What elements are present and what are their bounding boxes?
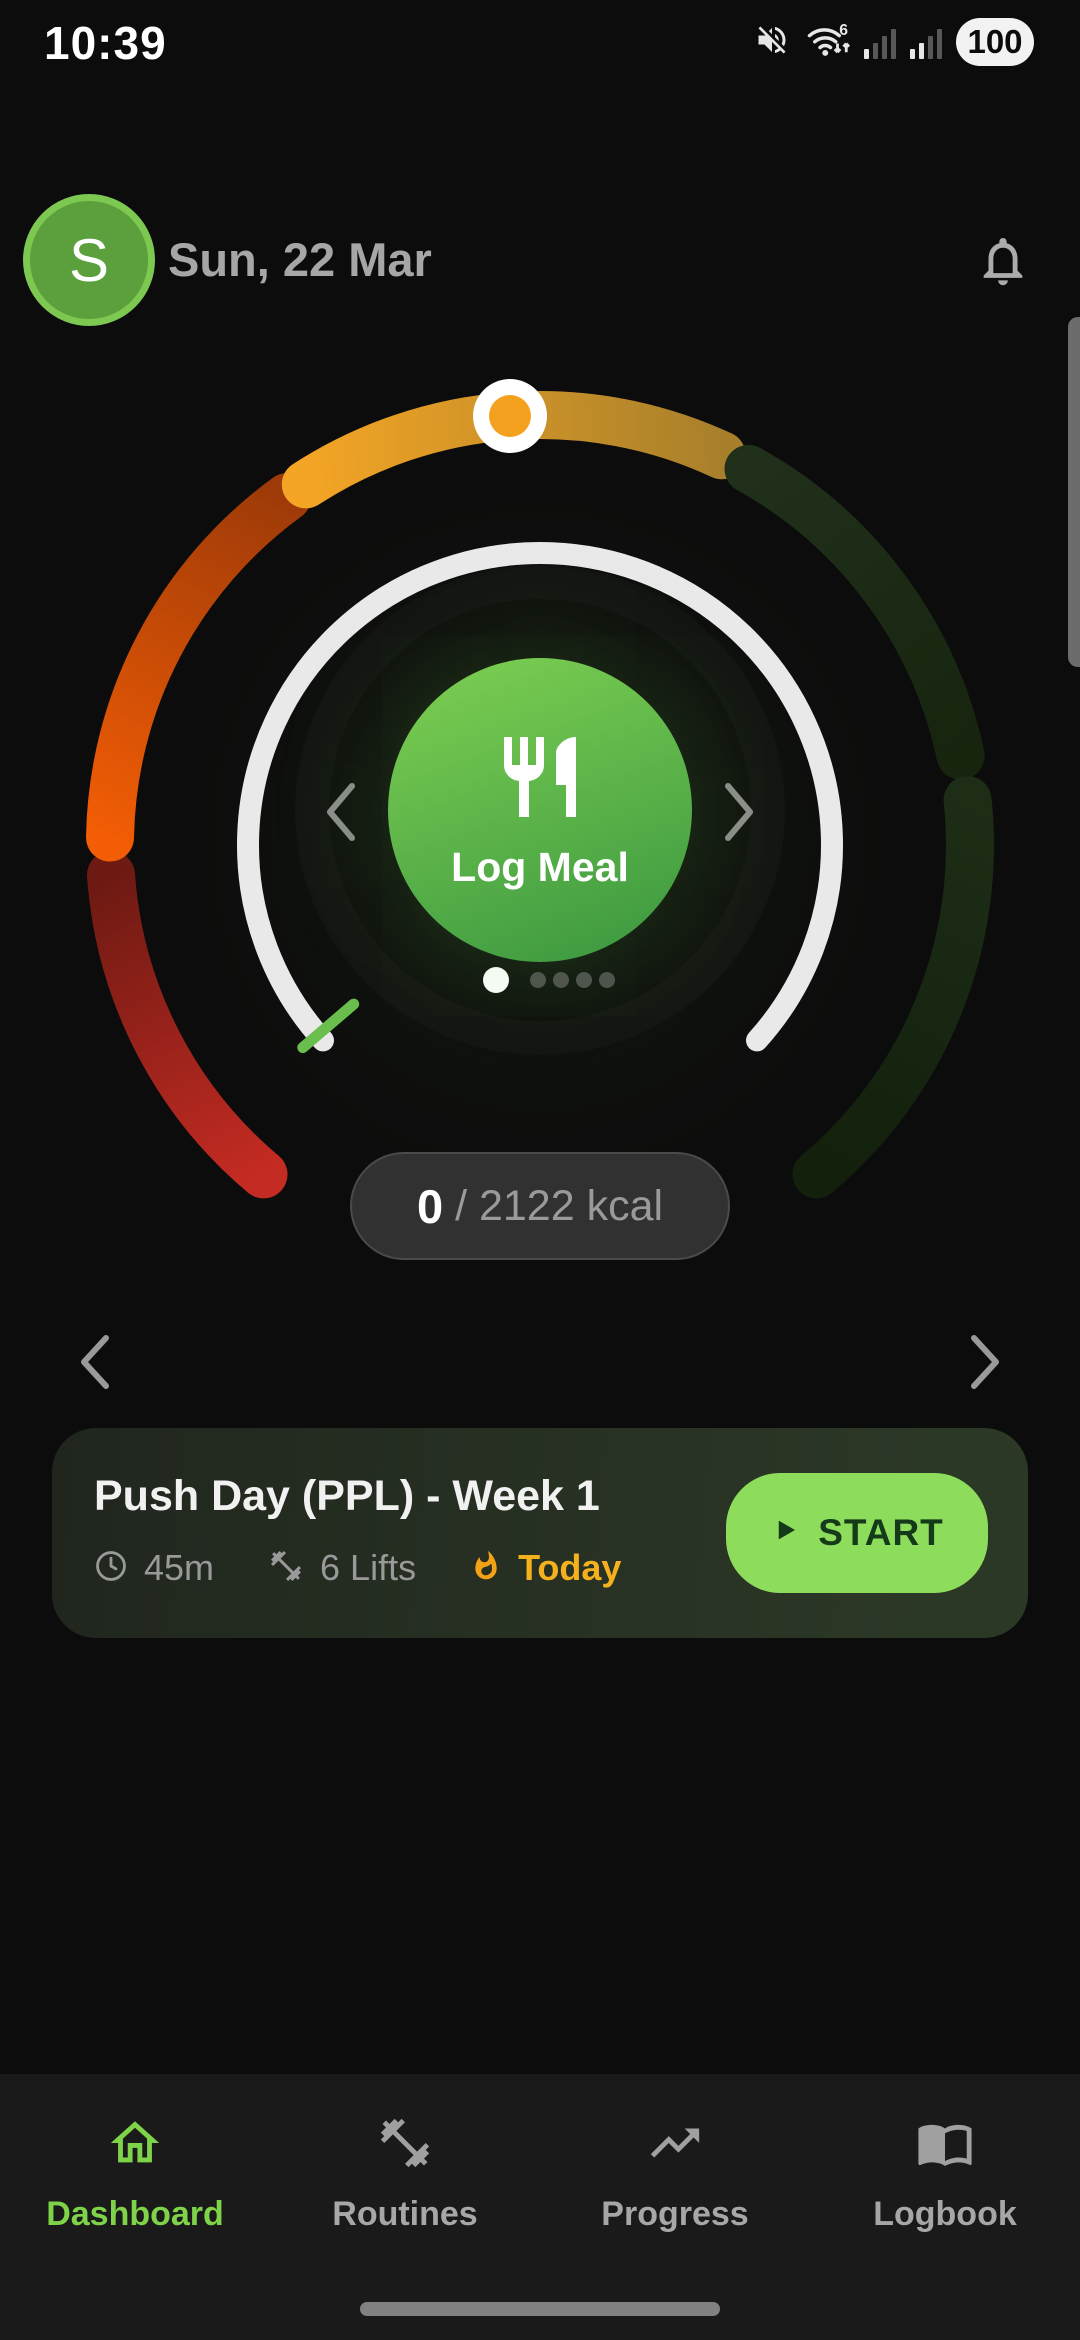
- gauge-marker[interactable]: [473, 379, 547, 453]
- gauge-segment-dark-green-2: [792, 776, 994, 1199]
- workout-meta-row: 45m 6 Lifts Today: [94, 1547, 1028, 1589]
- log-meal-label: Log Meal: [451, 844, 629, 890]
- battery-level: 100: [967, 23, 1023, 60]
- gauge-segment-dark-green-1: [724, 444, 985, 780]
- clock-icon: [94, 1549, 128, 1588]
- dot[interactable]: [599, 972, 615, 988]
- header-date: Sun, 22 Mar: [168, 233, 432, 286]
- start-label: START: [818, 1512, 944, 1553]
- nav-item-logbook[interactable]: Logbook: [810, 2114, 1080, 2234]
- calorie-gauge: [81, 379, 999, 1389]
- workout-due: Today: [518, 1547, 622, 1588]
- flame-icon: [470, 1550, 502, 1587]
- battery-indicator: 100: [956, 18, 1034, 66]
- calories-goal: / 2122 kcal: [455, 1181, 664, 1230]
- dot[interactable]: [553, 972, 569, 988]
- home-icon: [106, 2114, 164, 2177]
- home-indicator[interactable]: [360, 2302, 720, 2316]
- dumbbell-icon: [268, 1548, 304, 1589]
- nav-item-progress[interactable]: Progress: [540, 2114, 810, 2234]
- nav-label: Routines: [332, 2195, 478, 2233]
- trending-up-icon: [646, 2114, 704, 2177]
- workout-duration: 45m: [144, 1547, 215, 1588]
- calories-consumed: 0: [416, 1179, 444, 1233]
- log-meal-button[interactable]: Log Meal: [388, 658, 692, 962]
- scrollbar-thumb[interactable]: [1068, 317, 1080, 667]
- wifi6-icon: 6: [804, 19, 851, 66]
- status-time: 10:39: [44, 17, 167, 69]
- status-icons: 6 100: [754, 14, 1034, 70]
- nav-item-dashboard[interactable]: Dashboard: [0, 2114, 270, 2234]
- bottom-navbar: Dashboard Routines Progress Logbook: [0, 2074, 1080, 2340]
- dumbbell-icon: [376, 2114, 434, 2177]
- calorie-summary-pill: 0 / 2122 kcal: [350, 1152, 730, 1260]
- gauge-segment-red: [87, 851, 288, 1199]
- workout-exercises: 6 Lifts: [320, 1547, 417, 1588]
- gauge-prev-chevron-icon[interactable]: [327, 783, 355, 841]
- sound-muted-icon: [754, 22, 790, 63]
- gauge-progress-tick: [297, 998, 360, 1054]
- dot[interactable]: [530, 972, 546, 988]
- dot[interactable]: [576, 972, 592, 988]
- carousel-next-chevron-icon[interactable]: [971, 1335, 999, 1389]
- nav-label: Progress: [601, 2195, 749, 2233]
- avatar[interactable]: S: [23, 194, 155, 326]
- play-icon: [770, 1512, 800, 1554]
- start-workout-button[interactable]: START: [726, 1473, 988, 1593]
- dot-active[interactable]: [483, 967, 509, 993]
- gauge-next-chevron-icon[interactable]: [725, 783, 753, 841]
- carousel-prev-chevron-icon[interactable]: [81, 1335, 109, 1389]
- workout-title: Push Day (PPL) - Week 1: [94, 1472, 600, 1520]
- signal-bars-sim2-icon: [910, 25, 942, 59]
- gauge-progress-ring: [237, 542, 843, 1052]
- notifications-bell-icon[interactable]: [974, 232, 1032, 295]
- signal-bars-sim1-icon: [864, 25, 896, 59]
- fork-knife-icon: [492, 729, 588, 830]
- nav-label: Dashboard: [46, 2195, 224, 2233]
- avatar-initial: S: [68, 226, 110, 294]
- book-icon: [916, 2114, 974, 2177]
- gauge-pagination-dots[interactable]: [483, 967, 615, 993]
- nav-label: Logbook: [873, 2195, 1017, 2233]
- svg-text:6: 6: [839, 21, 848, 38]
- workout-card[interactable]: Push Day (PPL) - Week 1 45m 6 Lifts Toda…: [52, 1428, 1028, 1638]
- nav-item-routines[interactable]: Routines: [270, 2114, 540, 2234]
- gauge-segment-orange: [86, 473, 312, 862]
